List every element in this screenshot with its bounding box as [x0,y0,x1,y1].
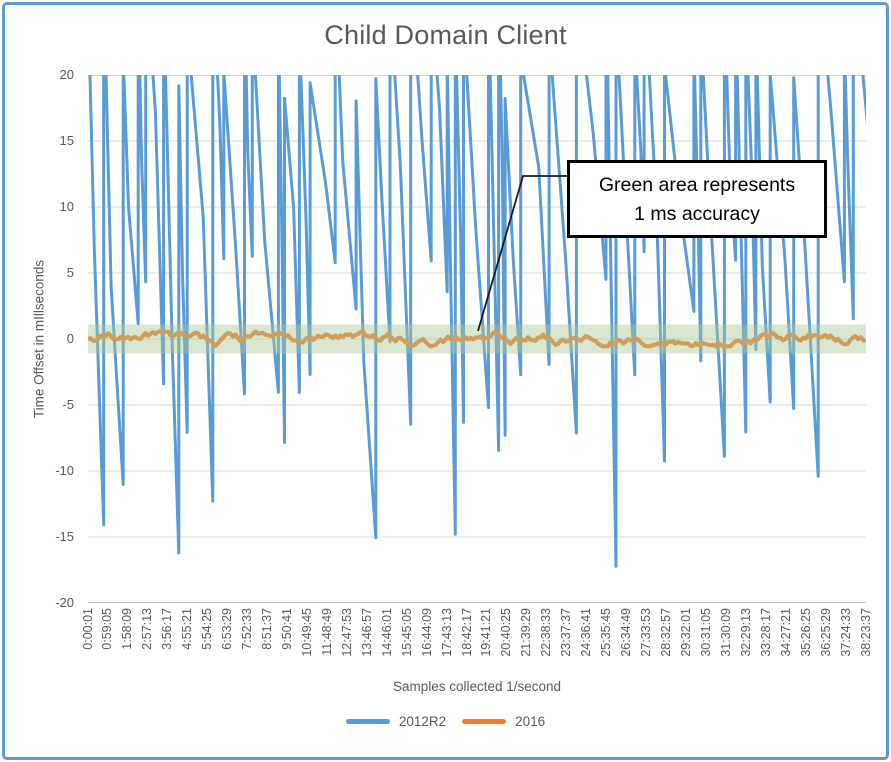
x-tick-label: 6:53:29 [220,608,235,650]
x-tick-label: 14:46:01 [379,608,394,657]
x-tick-label: 4:55:21 [180,608,195,650]
x-tick-label: 37:24:33 [838,608,853,657]
x-tick-label: 0:00:01 [80,608,95,650]
legend-swatch-2016 [462,719,507,724]
legend-item-2016: 2016 [462,714,545,729]
x-tick-label: 11:48:49 [319,608,334,656]
y-tick-label: 15 [59,133,74,148]
x-tick-label: 2:57:13 [140,608,155,650]
x-tick-label: 3:56:17 [160,608,175,650]
annotation-callout: Green area represents 1 ms accuracy [567,160,827,238]
x-tick-label: 38:23:37 [858,608,873,657]
x-tick-label: 19:41:21 [479,608,494,657]
x-tick-label: 16:44:09 [419,608,434,657]
x-tick-label: 26:34:49 [619,608,634,657]
x-tick-label: 28:32:57 [659,608,673,657]
plot-area [88,75,866,603]
legend-swatch-2012r2 [345,719,390,724]
x-tick-label: 1:58:09 [120,608,135,650]
x-tick-label: 36:25:29 [818,608,833,657]
x-tick-label: 8:51:37 [260,608,275,650]
y-tick-label: -5 [62,397,74,412]
y-tick-label: -15 [55,529,74,544]
x-tick-label: 23:37:37 [559,608,574,657]
x-tick-label: 0:59:05 [100,608,115,650]
y-tick-label: -20 [55,595,74,610]
legend-label-2012r2: 2012R2 [398,714,447,729]
x-tick-label: 18:42:17 [459,608,474,657]
x-tick-label: 34:27:21 [778,608,793,657]
series-2012R2-line [88,75,866,568]
legend-label-2016: 2016 [515,714,546,729]
y-tick-label: 10 [59,199,74,214]
x-tick-label: 24:36:41 [579,608,594,657]
x-tick-label: 7:52:33 [240,608,255,650]
chart-title: Child Domain Client [324,20,567,50]
legend: 2012R2 2016 [0,714,891,729]
x-tick-label: 21:39:29 [519,608,534,657]
x-tick-label: 13:46:57 [359,608,374,657]
x-tick-label: 12:47:53 [339,608,354,657]
x-axis-title: Samples collected 1/second [392,679,562,694]
x-tick-label: 32:29:13 [738,608,753,657]
x-tick-label: 5:54:25 [200,608,215,650]
x-tick-label: 17:43:13 [439,608,454,657]
legend-item-2012r2: 2012R2 [345,714,447,729]
x-tick-label: 30:31:05 [698,608,713,657]
x-tick-label: 9:50:41 [279,608,294,650]
x-tick-label: 29:32:01 [678,608,693,657]
annotation-leader-line [477,175,567,332]
series-2016-line [88,329,866,349]
x-tick-label: 33:28:17 [758,608,773,657]
x-tick-label: 15:45:05 [399,608,414,657]
y-tick-label: 20 [59,67,74,82]
accuracy-band [88,324,866,354]
y-tick-label: 5 [66,265,74,280]
x-tick-label: 25:35:45 [599,608,614,657]
annotation-line-2: 1 ms accuracy [634,203,760,225]
x-tick-label: 10:49:45 [299,608,314,657]
x-tick-label: 31:30:09 [718,608,733,657]
y-tick-label: -10 [55,463,74,478]
annotation-line-1: Green area represents [598,174,796,196]
y-tick-label: 0 [66,331,74,346]
x-tick-label: 35:26:25 [798,608,813,657]
x-tick-label: 20:40:25 [499,608,514,657]
x-tick-label: 27:33:53 [639,608,654,657]
x-tick-label: 22:38:33 [539,608,554,657]
